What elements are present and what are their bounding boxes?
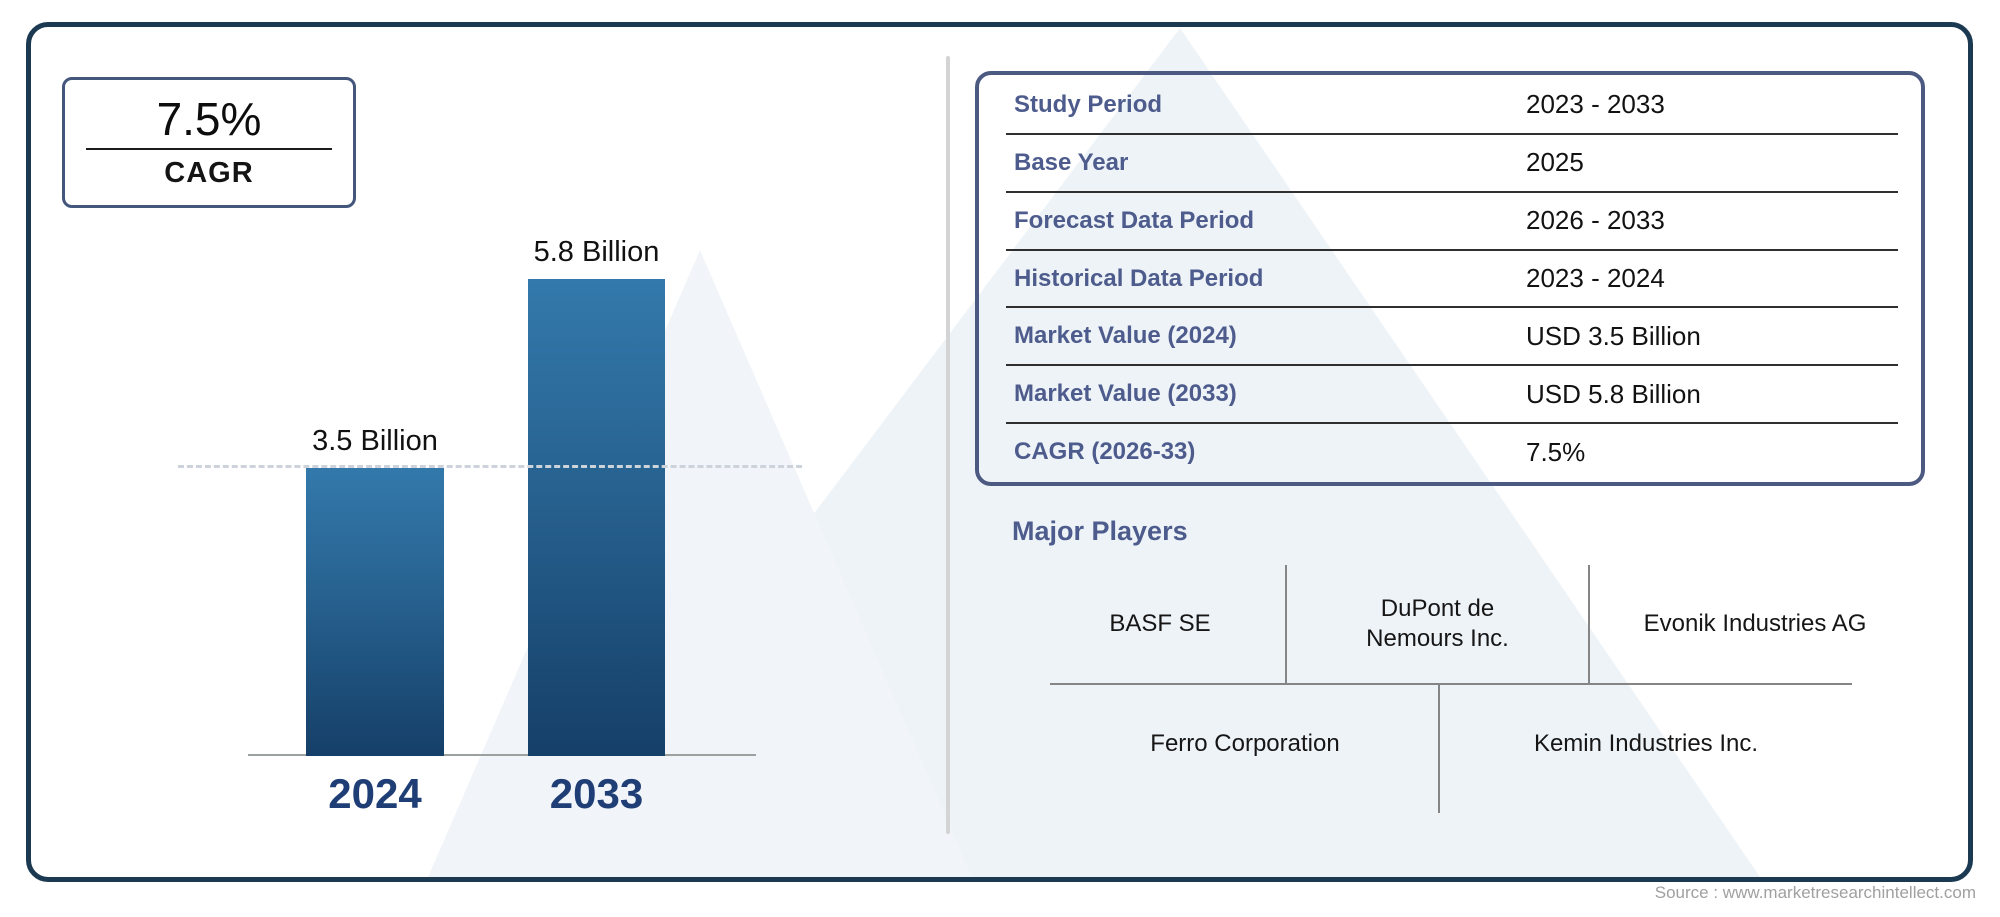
player-name-text: BASF SE [1109,610,1211,637]
bar-value-label-2024: 3.5 Billion [312,425,438,457]
table-row-study-period: Study Period 2023 - 2033 [1006,77,1898,135]
bar-2033 [528,279,665,756]
row-value: USD 3.5 Billion [1526,320,1701,351]
row-value: 2023 - 2033 [1526,89,1665,120]
cagr-label: CAGR [164,157,254,190]
player-name-text: Kemin Industries Inc. [1533,730,1759,757]
players-grid-vertical-line-2 [1588,565,1590,683]
row-value: 2023 - 2024 [1526,263,1665,293]
players-grid-vertical-line-3 [1438,685,1440,813]
players-grid-horizontal-line [1050,683,1852,685]
cagr-value: 7.5% [156,92,262,145]
cagr-divider-line [86,148,332,151]
bar-column-2033: 5.8 Billion 2033 [528,236,665,817]
row-label: CAGR (2026-33) [1014,438,1196,466]
x-axis-line [248,754,756,756]
row-label: Market Value (2033) [1014,380,1237,408]
players-grid-vertical-line-1 [1285,565,1287,683]
source-attribution: Source : www.marketresearchintellect.com [1654,883,1976,902]
bar-column-2024: 3.5 Billion 2024 [306,425,444,817]
row-value: USD 5.8 Billion [1526,378,1701,409]
table-row-cagr: CAGR (2026-33) 7.5% [1006,424,1898,480]
row-value: 7.5% [1526,436,1586,467]
player-name-text: DuPont de Nemours Inc. [1366,595,1509,652]
player-name: DuPont de Nemours Inc. [1287,565,1588,683]
player-name: Evonik Industries AG [1590,565,1920,683]
market-info-panel: Study Period 2023 - 2033 Base Year 2025 … [975,71,1925,486]
player-name-text: Ferro Corporation [1150,730,1340,757]
section-divider-line [946,56,950,834]
table-row-forecast-period: Forecast Data Period 2026 - 2033 [1006,193,1898,251]
row-label: Forecast Data Period [1014,206,1255,234]
row-label: Historical Data Period [1014,264,1264,292]
reference-dashed-line [178,465,802,468]
table-row-historical-period: Historical Data Period 2023 - 2024 [1006,251,1898,309]
outer-border [26,22,1973,882]
table-row-market-value-2033: Market Value (2033) USD 5.8 Billion [1006,366,1898,425]
row-label: Market Value (2024) [1014,322,1237,350]
x-axis-label-2024: 2024 [328,770,422,817]
major-players-heading: Major Players [1012,516,1188,546]
row-value: 2025 [1526,147,1584,178]
bar-value-label-2033: 5.8 Billion [533,236,660,268]
x-axis-label-2033: 2033 [549,770,644,817]
bar-2024 [306,468,444,756]
player-name: Kemin Industries Inc. [1440,688,1852,800]
player-name-text: Evonik Industries AG [1643,610,1867,637]
cagr-callout-box: 7.5% CAGR [62,77,356,208]
player-name: Ferro Corporation [1052,688,1438,800]
row-value: 2026 - 2033 [1526,205,1665,236]
table-row-base-year: Base Year 2025 [1006,135,1898,193]
table-row-market-value-2024: Market Value (2024) USD 3.5 Billion [1006,308,1898,367]
row-label: Study Period [1014,90,1163,118]
player-name: BASF SE [1035,565,1285,683]
row-label: Base Year [1014,148,1129,176]
